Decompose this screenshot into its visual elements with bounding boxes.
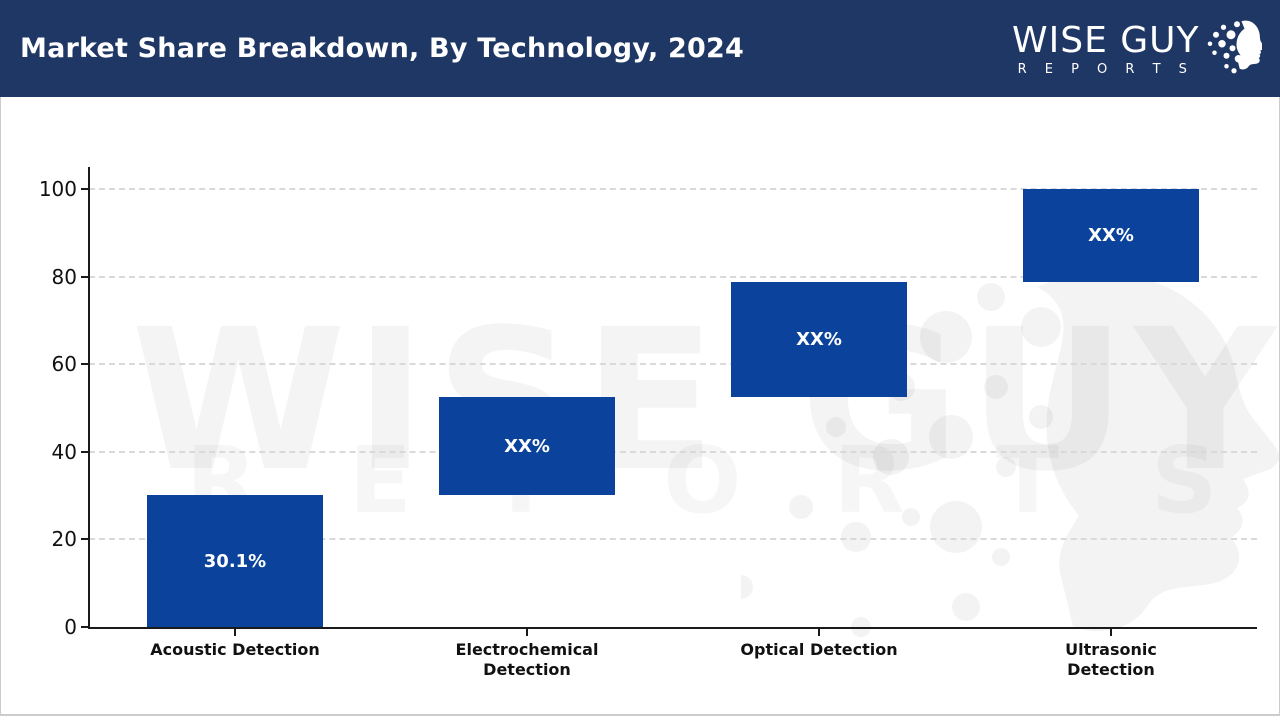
bar-ultrasonic-detection: XX% (1023, 189, 1199, 282)
page-title: Market Share Breakdown, By Technology, 2… (20, 33, 745, 64)
y-tick-60 (81, 363, 88, 366)
y-tick-label-20: 20 (51, 527, 77, 552)
gridline-80 (89, 275, 1257, 278)
x-tick-label-1: Electrochemical Detection (455, 640, 599, 679)
x-axis (88, 627, 1257, 629)
gridline-40 (89, 450, 1257, 453)
x-tick-label-3: Ultrasonic Detection (1065, 640, 1157, 679)
bar-value-label: 30.1% (203, 550, 267, 572)
dotted-face-icon (1207, 20, 1262, 74)
bar-acoustic-detection: 30.1% (147, 495, 323, 627)
bar-electrochemical-detection: XX% (439, 397, 615, 496)
logo-wordmark: WISE GUY (1012, 19, 1200, 61)
x-tick-label-0: Acoustic Detection (150, 640, 320, 659)
y-tick-20 (81, 538, 88, 541)
bar-value-label: XX% (504, 435, 550, 457)
y-tick-label-40: 40 (51, 439, 77, 464)
y-tick-100 (81, 188, 88, 190)
header-bar: Market Share Breakdown, By Technology, 2… (0, 0, 1280, 97)
y-tick-40 (81, 450, 88, 453)
bar-value-label: XX% (1088, 224, 1134, 246)
gridline-20 (89, 538, 1257, 541)
bar-optical-detection: XX% (731, 281, 907, 398)
y-tick-label-100: 100 (38, 177, 77, 201)
gridline-60 (89, 363, 1257, 366)
x-tick-2 (818, 629, 820, 636)
logo-subtext: R E P O R T S (1017, 61, 1194, 77)
bar-value-label: XX% (796, 328, 842, 350)
x-tick-1 (526, 629, 528, 636)
y-tick-80 (81, 275, 88, 278)
y-axis (88, 167, 90, 629)
logo-text: WISE GUY R E P O R T S (1012, 19, 1200, 77)
x-tick-label-2: Optical Detection (740, 640, 898, 659)
x-tick-3 (1110, 629, 1112, 636)
wise-guy-logo: WISE GUY R E P O R T S (1012, 8, 1262, 90)
y-tick-label-0: 0 (64, 615, 77, 639)
gridline-100 (89, 188, 1257, 190)
chart-panel: WISE GUY R E P O R T S 02040608010030.1%… (0, 97, 1280, 716)
x-tick-0 (234, 629, 236, 636)
y-tick-0 (81, 626, 88, 628)
y-tick-label-80: 80 (51, 264, 77, 289)
y-tick-label-60: 60 (51, 352, 77, 377)
